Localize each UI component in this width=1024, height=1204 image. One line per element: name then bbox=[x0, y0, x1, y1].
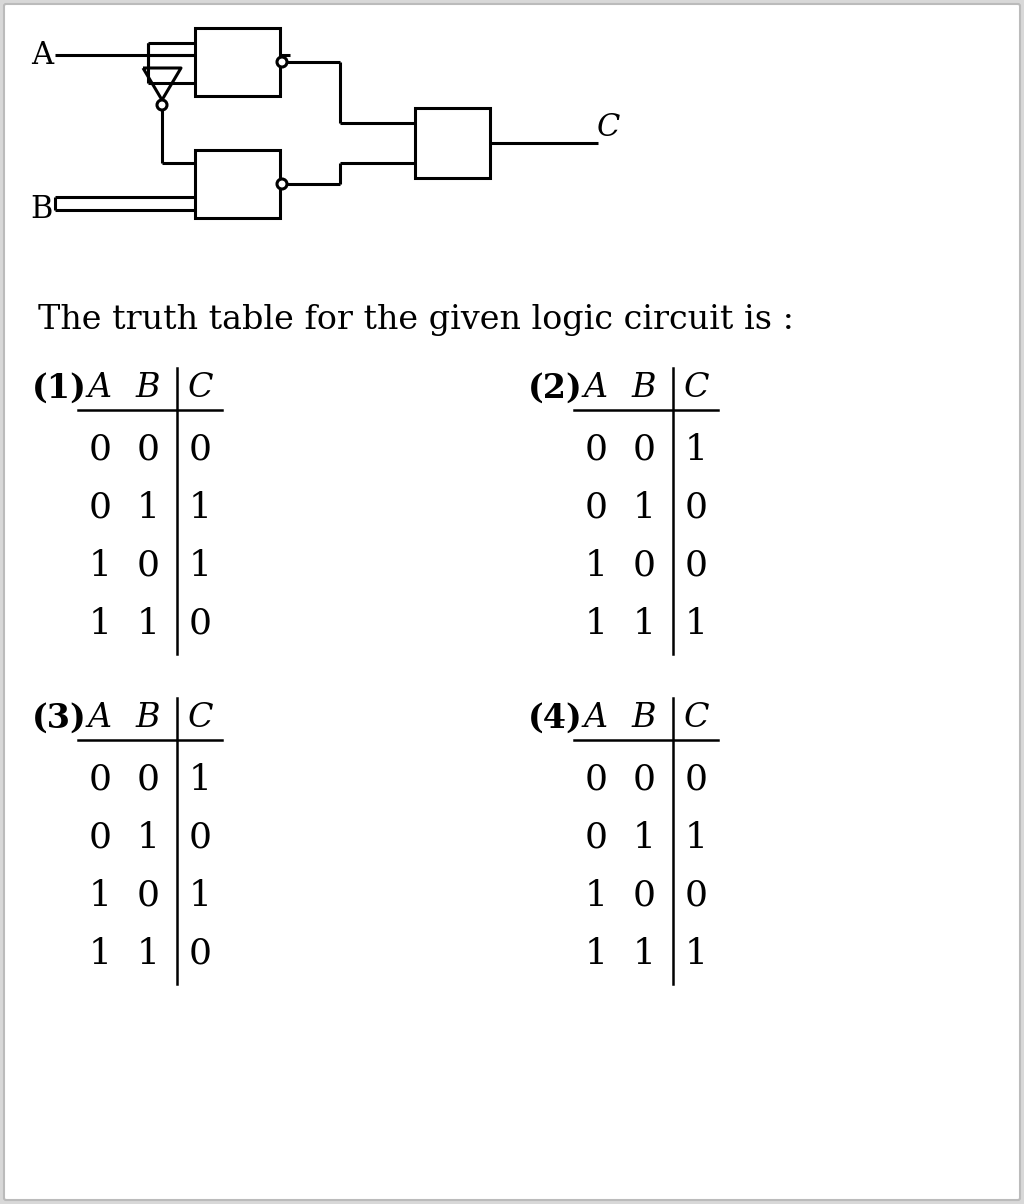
Text: 0: 0 bbox=[585, 491, 607, 525]
Text: 0: 0 bbox=[684, 549, 708, 583]
Text: (4): (4) bbox=[528, 702, 583, 734]
Text: 0: 0 bbox=[633, 433, 655, 467]
Text: A: A bbox=[88, 372, 112, 405]
Text: 1: 1 bbox=[585, 549, 607, 583]
Text: B: B bbox=[632, 372, 656, 405]
Circle shape bbox=[157, 100, 167, 110]
Text: 0: 0 bbox=[136, 549, 160, 583]
Text: 0: 0 bbox=[585, 821, 607, 855]
Text: 0: 0 bbox=[684, 879, 708, 913]
Text: 1: 1 bbox=[684, 433, 708, 467]
Text: C: C bbox=[683, 372, 709, 405]
Text: 0: 0 bbox=[136, 879, 160, 913]
Text: A: A bbox=[584, 372, 608, 405]
Text: 0: 0 bbox=[136, 433, 160, 467]
Text: 1: 1 bbox=[633, 491, 655, 525]
Text: 1: 1 bbox=[585, 937, 607, 970]
Text: 1: 1 bbox=[136, 937, 160, 970]
Text: 0: 0 bbox=[684, 491, 708, 525]
Text: 0: 0 bbox=[136, 763, 160, 797]
Text: 1: 1 bbox=[585, 879, 607, 913]
Text: 0: 0 bbox=[633, 549, 655, 583]
Text: 0: 0 bbox=[684, 763, 708, 797]
Text: C: C bbox=[187, 702, 213, 734]
Text: 1: 1 bbox=[88, 937, 112, 970]
Text: (3): (3) bbox=[32, 702, 87, 734]
Text: 0: 0 bbox=[88, 821, 112, 855]
Circle shape bbox=[278, 57, 287, 67]
FancyBboxPatch shape bbox=[4, 4, 1020, 1200]
Text: 1: 1 bbox=[136, 491, 160, 525]
Text: 1: 1 bbox=[188, 549, 212, 583]
Text: 0: 0 bbox=[633, 763, 655, 797]
Text: 1: 1 bbox=[684, 821, 708, 855]
Text: B: B bbox=[632, 702, 656, 734]
Text: 1: 1 bbox=[188, 491, 212, 525]
Text: 1: 1 bbox=[684, 937, 708, 970]
Text: 0: 0 bbox=[188, 821, 212, 855]
Text: 0: 0 bbox=[88, 433, 112, 467]
Text: B: B bbox=[136, 372, 160, 405]
Text: A: A bbox=[88, 702, 112, 734]
Text: 0: 0 bbox=[188, 937, 212, 970]
Text: 0: 0 bbox=[585, 433, 607, 467]
Bar bbox=[415, 108, 490, 178]
Text: 1: 1 bbox=[88, 607, 112, 641]
Bar bbox=[195, 28, 280, 96]
Bar bbox=[195, 150, 280, 218]
Text: C: C bbox=[596, 112, 620, 143]
Text: C: C bbox=[187, 372, 213, 405]
Text: 1: 1 bbox=[136, 821, 160, 855]
Text: 0: 0 bbox=[188, 433, 212, 467]
Text: 0: 0 bbox=[88, 491, 112, 525]
Text: C: C bbox=[683, 702, 709, 734]
Text: 1: 1 bbox=[633, 607, 655, 641]
Text: The truth table for the given logic circuit is :: The truth table for the given logic circ… bbox=[38, 303, 794, 336]
Text: 1: 1 bbox=[188, 879, 212, 913]
Text: B: B bbox=[136, 702, 160, 734]
Text: 1: 1 bbox=[88, 879, 112, 913]
Text: A: A bbox=[31, 40, 53, 71]
Text: (2): (2) bbox=[528, 372, 583, 405]
Text: 1: 1 bbox=[684, 607, 708, 641]
Text: 1: 1 bbox=[633, 821, 655, 855]
Text: 0: 0 bbox=[88, 763, 112, 797]
Text: 1: 1 bbox=[136, 607, 160, 641]
Text: 0: 0 bbox=[633, 879, 655, 913]
Text: 0: 0 bbox=[585, 763, 607, 797]
Text: 1: 1 bbox=[633, 937, 655, 970]
Text: 1: 1 bbox=[585, 607, 607, 641]
Text: A: A bbox=[584, 702, 608, 734]
Text: 0: 0 bbox=[188, 607, 212, 641]
Text: 1: 1 bbox=[88, 549, 112, 583]
Text: 1: 1 bbox=[188, 763, 212, 797]
Circle shape bbox=[278, 179, 287, 189]
Text: (1): (1) bbox=[32, 372, 87, 405]
Text: B: B bbox=[31, 195, 53, 225]
